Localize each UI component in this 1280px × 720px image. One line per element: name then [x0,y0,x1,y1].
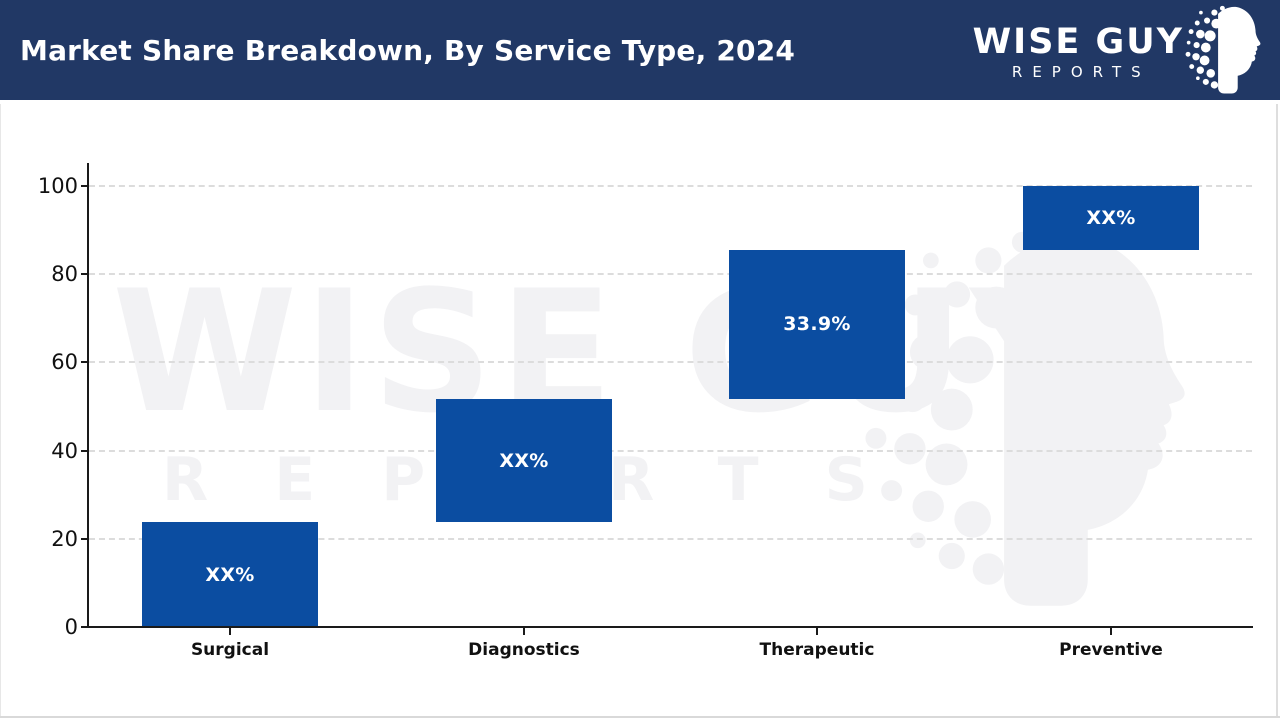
bar-value-label-surgical: XX% [205,563,255,586]
x-category-label-diagnostics: Diagnostics [468,640,580,660]
brand-name: WISE GUY [972,21,1184,62]
y-tick-label-60: 60 [51,350,78,375]
bar-value-label-preventive: XX% [1086,206,1136,229]
x-axis-line [87,626,1253,628]
y-tick-mark-60 [81,361,88,364]
brand-logo: WISE GUY REPORTS [973,0,1280,100]
gridline-20 [89,537,1252,540]
y-tick-label-100: 100 [37,174,78,198]
bar-value-label-diagnostics: XX% [499,449,549,472]
x-category-label-preventive: Preventive [1059,640,1163,660]
frame-border-bottom [0,716,1280,718]
gridline-40 [89,449,1252,452]
y-tick-label-20: 20 [51,526,78,551]
x-tick-mark-diagnostics [523,628,525,635]
gridline-80 [89,273,1252,276]
y-tick-label-40: 40 [51,438,78,463]
bar-preventive: XX% [1023,186,1199,250]
bar-therapeutic: 33.9% [729,249,905,399]
x-category-label-therapeutic: Therapeutic [759,640,875,660]
brand-subname: REPORTS [1011,62,1151,81]
y-tick-mark-20 [81,537,88,540]
bar-diagnostics: XX% [436,399,612,523]
y-tick-mark-80 [81,273,88,276]
y-tick-mark-40 [81,449,88,452]
frame-border-right [1276,104,1278,718]
x-tick-mark-preventive [1110,628,1112,635]
y-axis-line [87,163,89,628]
x-tick-mark-therapeutic [816,628,818,635]
frame-border-left [0,104,1,718]
x-tick-mark-surgical [229,628,231,635]
bar-value-label-therapeutic: 33.9% [783,313,851,336]
y-tick-label-80: 80 [51,262,78,287]
bar-surgical: XX% [142,522,318,627]
y-tick-label-0: 0 [64,615,78,639]
header-bar: Market Share Breakdown, By Service Type,… [0,0,1280,100]
x-category-label-surgical: Surgical [190,640,270,660]
gridline-100 [89,185,1252,187]
y-tick-mark-0 [81,626,88,628]
gridline-60 [89,361,1252,364]
page-title: Market Share Breakdown, By Service Type,… [20,33,796,67]
y-tick-mark-100 [81,185,88,187]
brand-logo-text: WISE GUY REPORTS [972,21,1184,81]
brand-head-icon [1185,5,1261,94]
